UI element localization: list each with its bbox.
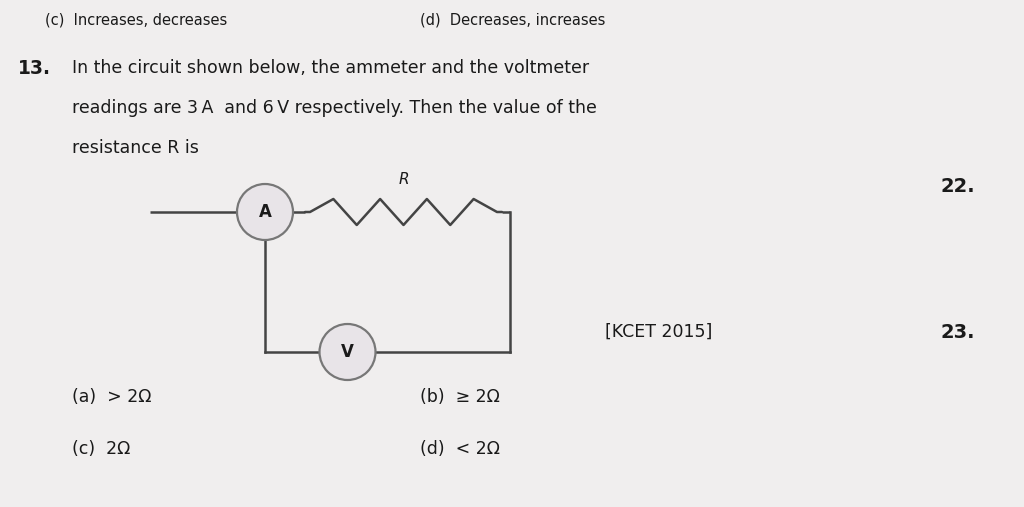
- Text: 23.: 23.: [940, 322, 975, 342]
- Text: 22.: 22.: [940, 177, 975, 197]
- Text: (d)  < 2Ω: (d) < 2Ω: [420, 440, 500, 458]
- Text: In the circuit shown below, the ammeter and the voltmeter: In the circuit shown below, the ammeter …: [72, 59, 589, 77]
- Text: 13.: 13.: [18, 59, 51, 78]
- Circle shape: [237, 184, 293, 240]
- Circle shape: [319, 324, 376, 380]
- Text: (b)  ≥ 2Ω: (b) ≥ 2Ω: [420, 388, 500, 406]
- Text: A: A: [259, 203, 271, 221]
- Text: [KCET 2015]: [KCET 2015]: [605, 323, 713, 341]
- Text: (d)  Decreases, increases: (d) Decreases, increases: [420, 12, 605, 27]
- Text: resistance R is: resistance R is: [72, 139, 199, 157]
- Text: R: R: [398, 172, 409, 187]
- Text: readings are 3 A  and 6 V respectively. Then the value of the: readings are 3 A and 6 V respectively. T…: [72, 99, 597, 117]
- Text: (a)  > 2Ω: (a) > 2Ω: [72, 388, 152, 406]
- Text: V: V: [341, 343, 354, 361]
- Text: (c)  2Ω: (c) 2Ω: [72, 440, 130, 458]
- Text: (c)  Increases, decreases: (c) Increases, decreases: [45, 12, 227, 27]
